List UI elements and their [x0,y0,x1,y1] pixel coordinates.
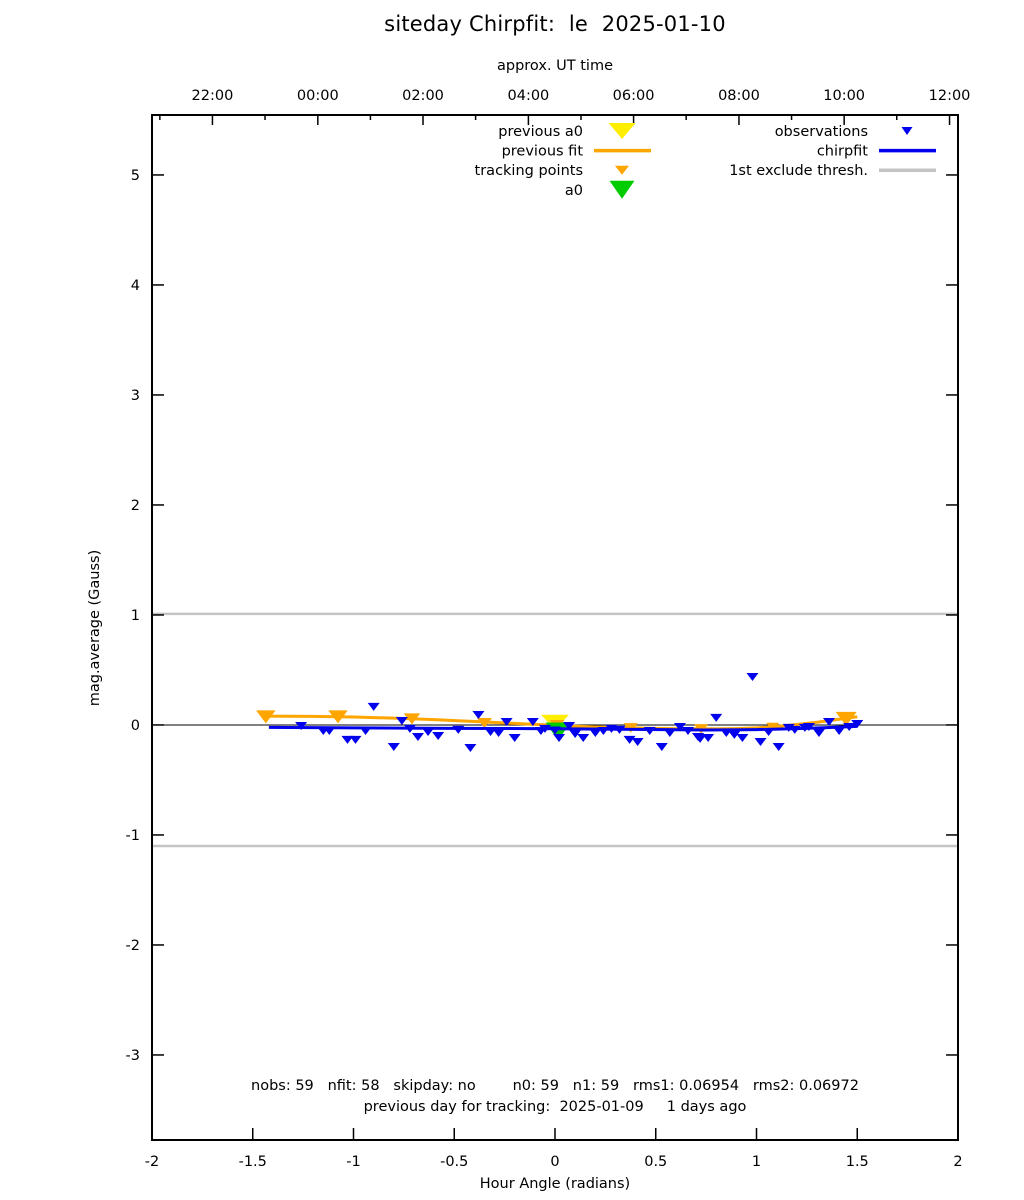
ut-tick-label: 08:00 [718,88,760,104]
x-tick-label: -1 [346,1154,360,1170]
ut-tick-label: 22:00 [192,88,234,104]
observation-point [746,673,759,682]
observation-point [367,702,380,711]
legend-label: previous a0 [498,124,583,140]
observation-point [577,733,590,742]
x-tick-label: 2 [953,1154,962,1170]
y-tick-label: 5 [131,168,140,184]
legend-triangle-icon [901,127,913,135]
legend-label: previous fit [502,144,584,160]
observation-point [655,742,668,751]
legend-label: observations [775,124,868,140]
tracking-point-marker [476,717,492,728]
ut-tick-label: 10:00 [823,88,865,104]
observation-point [432,731,445,740]
tracking-point-marker [835,711,857,726]
x-tick-label: 0 [550,1154,559,1170]
legend-label: 1st exclude thresh. [729,163,868,179]
ut-tick-label: 02:00 [402,88,444,104]
legend-triangle-icon [608,123,636,139]
observation-point [341,735,354,744]
x-tick-label: -2 [145,1154,159,1170]
ut-tick-label: 04:00 [508,88,550,104]
observation-point [563,721,576,730]
observation-point [631,738,644,747]
y-tick-label: 4 [131,278,140,294]
observation-point [472,711,485,720]
tracking-point-marker [328,710,348,724]
observation-point [508,733,521,742]
observation-point [736,733,749,742]
tracking-point-marker [403,713,421,725]
x-axis-title: Hour Angle (radians) [479,1176,631,1192]
x-tick-label: 0.5 [644,1154,667,1170]
observation-point [702,733,715,742]
tracking-point-marker [256,710,276,724]
observation-point [387,742,400,751]
legend-label: a0 [565,183,583,199]
observation-point [623,735,636,744]
x-tick-label: 1.5 [846,1154,869,1170]
ut-tick-label: 12:00 [929,88,971,104]
observation-point [526,717,539,726]
observation-point [694,734,707,743]
top-axis-title: approx. UT time [497,58,613,74]
observation-point [500,717,513,726]
observation-point [851,719,864,728]
plot-border [151,114,959,1141]
y-tick-label: -2 [126,938,140,954]
observation-point [728,730,741,739]
y-tick-label: 2 [131,498,140,514]
y-tick-label: -3 [126,1048,140,1064]
observation-point [673,722,686,731]
stats-line-1: nobs: 59 nfit: 58 skipday: no n0: 59 n1:… [251,1078,859,1094]
legend-label: tracking points [475,163,583,179]
observation-point [492,728,505,737]
legend-triangle-icon [609,180,635,199]
observation-point [349,735,362,744]
legend-triangle-icon [615,165,629,175]
tracking-point-marker [766,722,779,732]
observation-point [411,732,424,741]
observation-point [464,744,477,753]
y-tick-label: 3 [131,388,140,404]
observation-point [710,713,723,722]
x-tick-label: 1 [752,1154,761,1170]
ut-tick-label: 06:00 [613,88,655,104]
chart-title: siteday Chirpfit: le 2025-01-10 [384,12,726,36]
observation-point [422,728,435,737]
x-tick-label: -1.5 [239,1154,267,1170]
legend-label: chirpfit [817,144,868,160]
observation-point [823,717,836,726]
ut-tick-label: 00:00 [297,88,339,104]
stats-line-2: previous day for tracking: 2025-01-09 1 … [363,1099,747,1115]
y-tick-label: 0 [131,718,140,734]
observation-point [569,729,582,738]
observation-point [589,728,602,737]
observation-point [395,717,408,726]
chirpfit-line [268,724,858,732]
observation-point [553,733,566,742]
y-tick-label: -1 [126,828,140,844]
y-tick-label: 1 [131,608,140,624]
observation-point [812,728,825,737]
observation-point [295,722,308,731]
observation-point [754,738,767,747]
observation-point [833,727,846,736]
observation-point [772,742,785,751]
x-tick-label: -0.5 [440,1154,468,1170]
